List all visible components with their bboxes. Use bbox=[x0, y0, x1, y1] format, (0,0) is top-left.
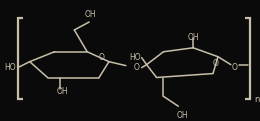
Text: HO: HO bbox=[4, 63, 16, 72]
Text: OH: OH bbox=[177, 111, 188, 120]
Text: O: O bbox=[99, 53, 105, 62]
Text: n: n bbox=[255, 95, 260, 104]
Text: OH: OH bbox=[84, 10, 96, 19]
Text: O: O bbox=[232, 63, 238, 72]
Text: OH: OH bbox=[187, 33, 199, 42]
Text: O: O bbox=[213, 59, 219, 68]
Text: HO: HO bbox=[129, 53, 141, 62]
Text: O: O bbox=[134, 63, 140, 72]
Text: OH: OH bbox=[57, 87, 68, 96]
